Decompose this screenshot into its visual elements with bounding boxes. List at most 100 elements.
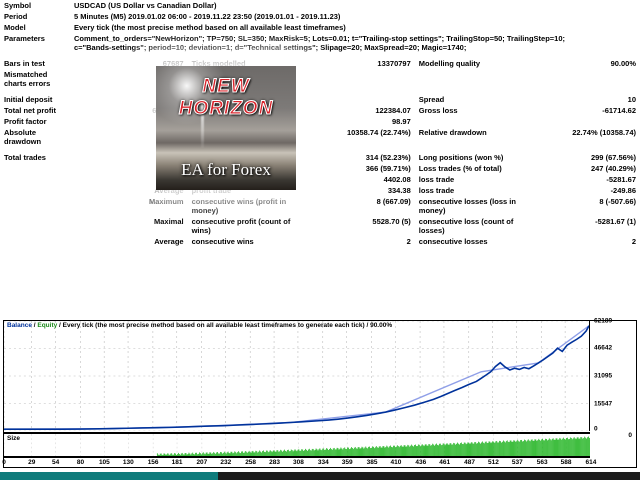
empty-cell-6 — [299, 94, 413, 105]
empty-cell-5 — [186, 94, 300, 105]
row-value-absolute-drawdown: 2.51 — [168, 128, 184, 137]
empty-cell-11 — [0, 174, 72, 185]
x-axis-tick-label: 563 — [536, 459, 548, 466]
table-row-mismatched: Mismatched charts errors 1 — [0, 69, 640, 89]
row-value-parameters: Comment_to_orders="NewHorizon"; TP=750; … — [72, 33, 640, 53]
row-label-expected-payoff: Expected payoff — [191, 117, 250, 126]
y-axis-tick-label: 0 — [594, 425, 598, 433]
parameters-line-2: c="Bands-settings"; period=10; deviation… — [74, 43, 467, 52]
y-axis-tick-label: 15547 — [594, 400, 613, 407]
row-value-maximal-drawdown: 10358.74 (22.74%) — [346, 128, 411, 137]
row-value-gross-profit: 122384.07 — [375, 106, 411, 115]
row-label-ticks-modelled: Ticks modelled — [191, 59, 246, 68]
row-value-largest-loss-trade: -5281.67 — [606, 175, 636, 184]
x-axis-tick-label: 130 — [122, 459, 134, 466]
bottom-status-bar — [0, 472, 640, 480]
row-value-spread: 10 — [627, 95, 636, 104]
table-row-symbol: Symbol USDCAD (US Dollar vs Canadian Dol… — [0, 0, 640, 11]
row-label-symbol: Symbol — [4, 1, 32, 10]
row-value-ticks-modelled: 13370797 — [377, 59, 411, 68]
row-value-average-loss-trade: -249.86 — [610, 186, 636, 195]
chart-legend: Balance / Equity / Every tick (the most … — [7, 322, 392, 329]
empty-cell-12 — [0, 185, 72, 196]
table-row-drawdown: Absolute drawdown 2.51 Maximal drawdown … — [0, 127, 640, 147]
row-label-period: Period — [4, 12, 28, 21]
row-value-relative-drawdown: 22.74% (10358.74) — [572, 128, 636, 137]
row-value-largest-profit-trade: 4402.08 — [383, 175, 411, 184]
empty-cell-15 — [0, 236, 72, 247]
x-axis-tick-label: 156 — [147, 459, 159, 466]
row-value-short-positions: 314 (52.23%) — [365, 153, 411, 162]
table-row-profit-trades: Profit trades (% of total) 366 (59.71%) … — [0, 163, 640, 174]
row-label-model: Model — [4, 23, 26, 32]
chart-x-axis: 0 29 54 80 105 130 156 181 207 232 258 283 308 334 359… — [2, 459, 596, 469]
empty-cell-9 — [0, 163, 72, 174]
size-panel-label: Size — [7, 435, 21, 442]
x-axis-tick-label: 537 — [511, 459, 523, 466]
empty-cell-4 — [526, 69, 640, 89]
row-value-gross-loss: -61714.62 — [602, 106, 636, 115]
row-value-avg-consecutive-wins: 2 — [406, 237, 411, 246]
row-value-mismatched-charts-errors: 1 — [179, 70, 184, 79]
row-value-profit-factor: 1.98 — [168, 117, 184, 126]
row-label-maximal-consecutive-profit: consecutive profit (count of wins) — [191, 217, 291, 235]
row-value-maximal-consecutive-loss: -5281.67 (1) — [595, 217, 636, 226]
table-row-average: Average profit trade 334.38 loss trade -… — [0, 185, 640, 196]
table-row-maximum: Maximum consecutive wins (profit in mone… — [0, 196, 640, 216]
x-axis-tick-label: 436 — [415, 459, 427, 466]
table-row-profit-factor: Profit factor 1.98 Expected payoff 98.97 — [0, 116, 640, 127]
legend-model-description: / Every tick (the most precise method ba… — [57, 322, 393, 329]
row-label-maximal-drawdown: Maximal drawdown — [191, 128, 261, 137]
empty-cell-2 — [299, 69, 413, 89]
report-table: Symbol USDCAD (US Dollar vs Canadian Dol… — [0, 0, 640, 247]
x-axis-tick-label: 588 — [560, 459, 572, 466]
row-label-initial-deposit: Initial deposit — [4, 95, 53, 104]
row-value-average-profit-trade: 334.38 — [387, 186, 411, 195]
empty-cell-10 — [72, 163, 186, 174]
table-row-total-trades: Total trades 613 Short positions (won %)… — [0, 152, 640, 163]
x-axis-tick-label: 512 — [488, 459, 499, 466]
row-value-modelling-quality: 90.00% — [610, 59, 636, 68]
y-axis-tick-label: 31095 — [594, 372, 613, 380]
chart-y-axis: 0 15547 31095 46642 62189 — [590, 318, 636, 433]
table-row-initial-deposit: Initial deposit 1000.00 Spread 10 — [0, 94, 640, 105]
table-row-net-profit: Total net profit 60669.44 Gross profit 1… — [0, 105, 640, 116]
table-row-largest: Largest profit trade 4402.08 loss trade … — [0, 174, 640, 185]
x-axis-tick-label: 80 — [76, 459, 85, 466]
row-label-largest: Largest — [156, 175, 184, 184]
x-axis-tick-label: 487 — [464, 459, 475, 466]
x-axis-tick-label: 181 — [171, 459, 183, 466]
row-label-modelling-quality: Modelling quality — [418, 59, 481, 68]
row-value-long-positions: 299 (67.56%) — [590, 153, 636, 162]
x-axis-tick-label: 232 — [220, 459, 232, 466]
row-label-profit-factor: Profit factor — [4, 117, 47, 126]
row-label-loss-trades: Loss trades (% of total) — [418, 164, 502, 173]
row-label-gross-loss: Gross loss — [418, 106, 458, 115]
bottom-status-bar-accent — [0, 472, 218, 480]
balance-equity-chart: Balance / Equity / Every tick (the most … — [2, 318, 637, 469]
row-label-max-consecutive-wins: consecutive wins (profit in money) — [191, 197, 287, 215]
row-label-average-2: Average — [154, 237, 184, 246]
x-axis-tick-label: 0 — [2, 459, 6, 466]
row-label-avg-consecutive-losses: consecutive losses — [418, 237, 488, 246]
x-axis-tick-label: 359 — [341, 459, 353, 466]
y-axis-tick-label: 46642 — [594, 344, 613, 352]
row-value-period: 5 Minutes (M5) 2019.01.02 06:00 - 2019.1… — [74, 12, 341, 21]
row-label-long-positions: Long positions (won %) — [418, 153, 504, 162]
row-label-average-loss-trade: loss trade — [418, 186, 455, 195]
table-row-average-consecutive: Average consecutive wins 2 consecutive l… — [0, 236, 640, 247]
row-label-spread: Spread — [418, 95, 445, 104]
x-axis-tick-label: 410 — [390, 459, 402, 466]
row-label-largest-loss-trade: loss trade — [418, 175, 455, 184]
legend-separator: / — [31, 322, 38, 329]
empty-cell-8 — [526, 116, 640, 127]
row-value-maximal-consecutive-profit: 5528.70 (5) — [372, 217, 411, 226]
chart-size-panel: Size — [3, 432, 592, 458]
empty-cell-1 — [186, 69, 300, 89]
row-label-maximum: Maximum — [149, 197, 184, 206]
table-row-bars: Bars in test 67687 Ticks modelled 133707… — [0, 58, 640, 69]
row-value-total-net-profit: 60669.44 — [152, 106, 184, 115]
row-label-parameters: Parameters — [4, 34, 45, 43]
table-row-maximal: Maximal consecutive profit (count of win… — [0, 216, 640, 236]
table-row-period: Period 5 Minutes (M5) 2019.01.02 06:00 -… — [0, 11, 640, 22]
